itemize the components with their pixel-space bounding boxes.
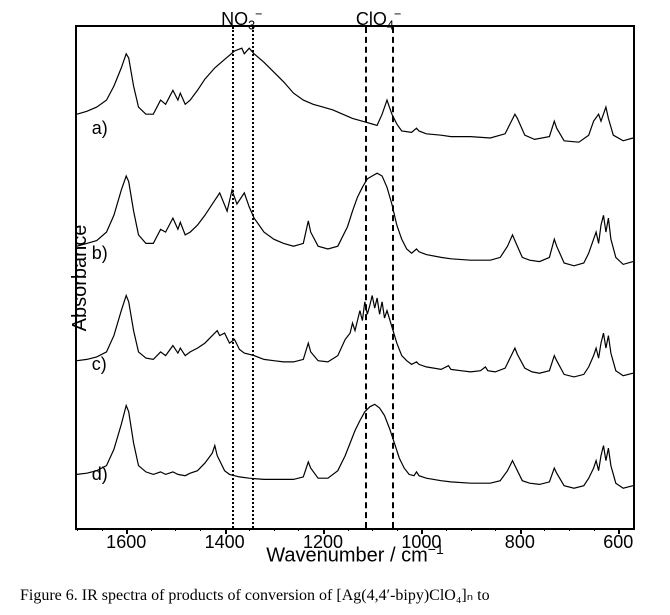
x-tick-minor — [274, 528, 275, 531]
x-tick-label: 600 — [603, 532, 633, 553]
spectrum-a — [77, 37, 633, 177]
x-tick-minor — [200, 528, 201, 531]
x-tick-minor — [544, 528, 545, 531]
figure-container: Absorbance Wavenumber / cm−1 NO3− ClO4− … — [10, 25, 660, 605]
x-tick-label: 1000 — [401, 532, 441, 553]
x-tick-label: 1200 — [303, 532, 343, 553]
x-tick-minor — [471, 528, 472, 531]
x-tick-minor — [102, 528, 103, 531]
clo4-region-label: ClO4− — [356, 7, 401, 33]
trace-label-b: b) — [92, 243, 108, 264]
x-tick-minor — [495, 528, 496, 531]
x-tick-minor — [569, 528, 570, 531]
x-tick-label: 1600 — [106, 532, 146, 553]
x-tick-minor — [372, 528, 373, 531]
x-tick-minor — [446, 528, 447, 531]
spectrum-b — [77, 162, 633, 302]
x-tick-minor — [249, 528, 250, 531]
spectrum-d — [77, 393, 633, 518]
x-tick-label: 800 — [505, 532, 535, 553]
x-tick-minor — [77, 528, 78, 531]
x-tick-minor — [594, 528, 595, 531]
no3-region-label: NO3− — [221, 7, 262, 33]
x-tick-minor — [397, 528, 398, 531]
plot-area: Absorbance Wavenumber / cm−1 NO3− ClO4− … — [75, 25, 635, 530]
trace-label-c: c) — [92, 354, 107, 375]
x-tick-minor — [175, 528, 176, 531]
x-tick-minor — [298, 528, 299, 531]
x-tick-minor — [348, 528, 349, 531]
trace-label-a: a) — [92, 118, 108, 139]
trace-label-d: d) — [92, 464, 108, 485]
figure-caption: Figure 6. IR spectra of products of conv… — [20, 585, 660, 605]
x-tick-label: 1400 — [205, 532, 245, 553]
spectrum-c — [77, 283, 633, 408]
x-tick-minor — [151, 528, 152, 531]
